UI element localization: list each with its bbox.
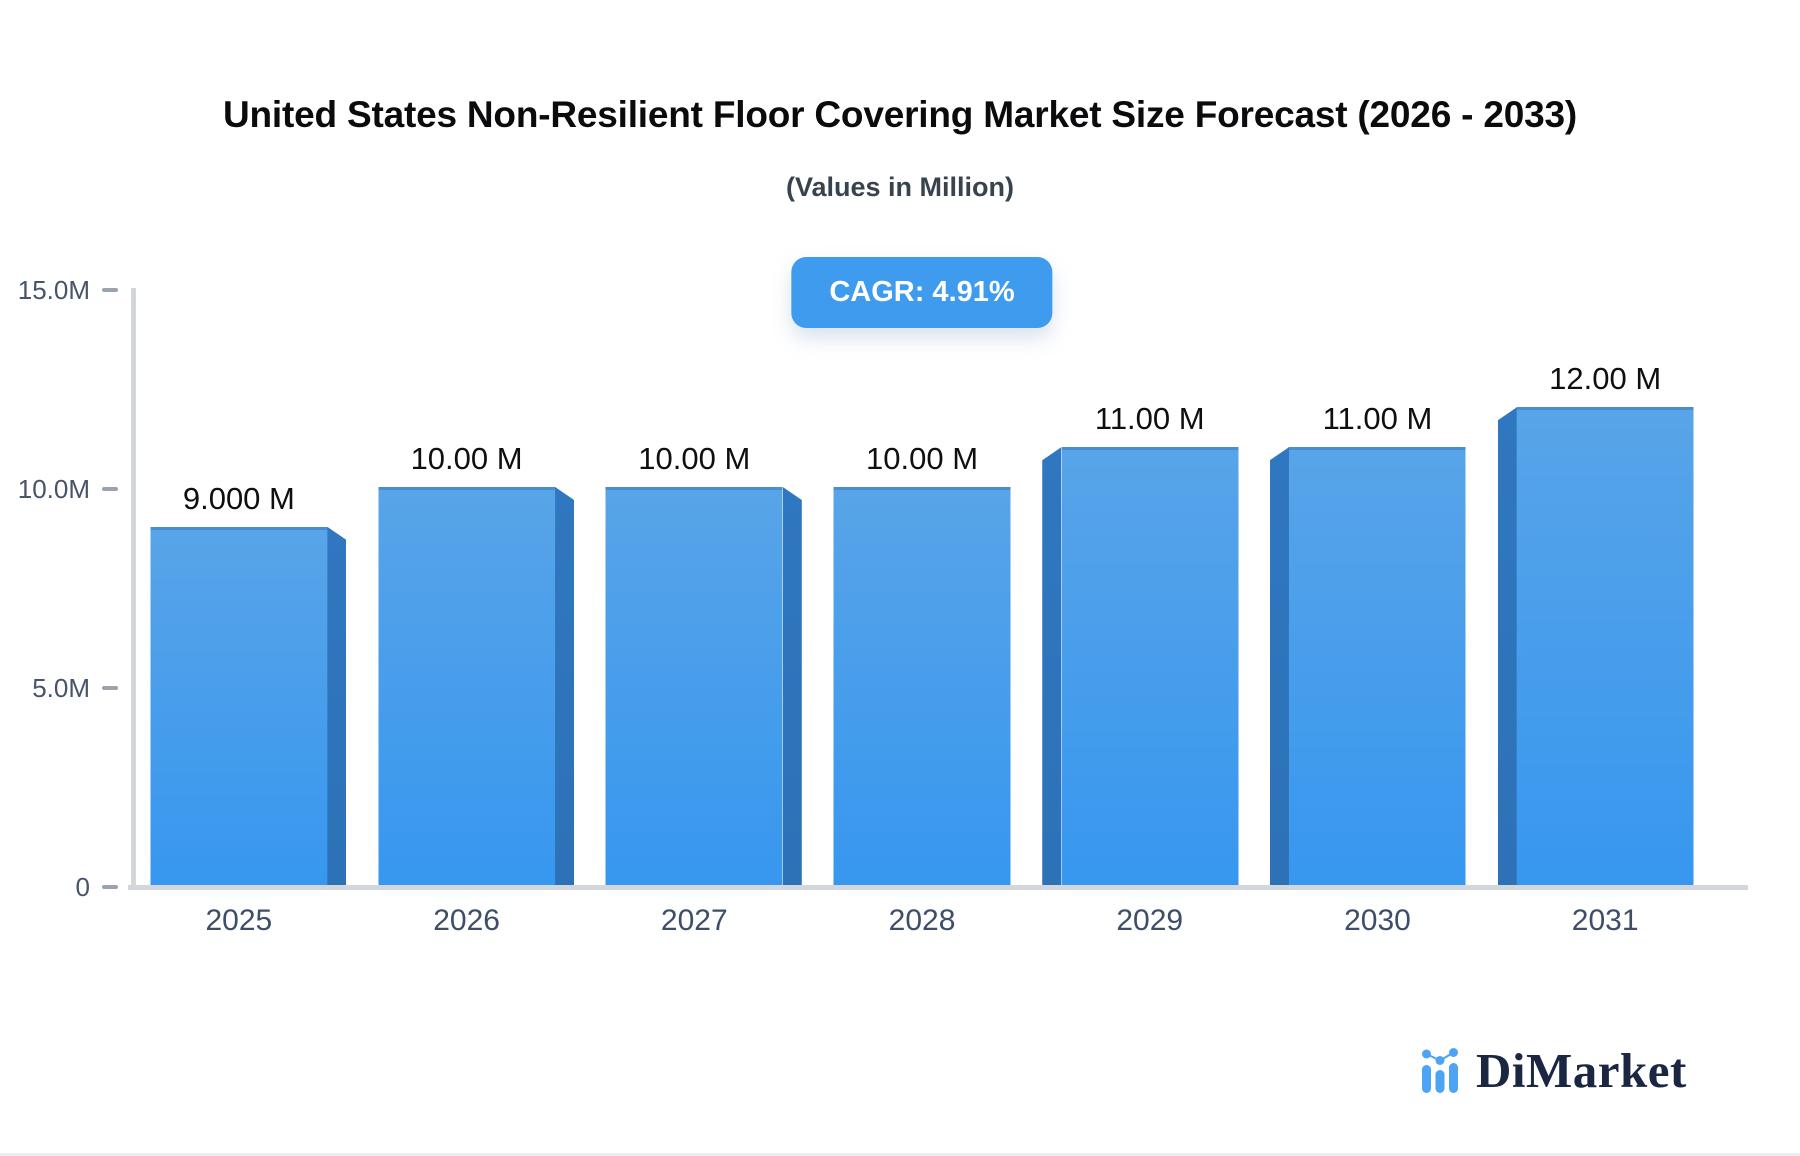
dimarket-logo-text: DiMarket [1476, 1043, 1687, 1098]
y-tick-5.0M: 5.0M [0, 673, 118, 703]
y-axis-line [131, 288, 136, 887]
bar-slot-2028: 10.00 M 2028 [808, 288, 1036, 937]
x-axis-label-2029: 2029 [1116, 904, 1184, 937]
bar-3d-side [555, 487, 575, 885]
bars-container: 9.000 M 2025 10.00 M 2026 10.00 M 2027 10.00 M… [125, 288, 1719, 937]
x-axis-label-2030: 2030 [1344, 904, 1411, 937]
y-tick-10.0M: 10.0M [0, 474, 118, 504]
x-axis-label-2026: 2026 [433, 904, 500, 937]
bar-value-label: 10.00 M [410, 441, 523, 476]
bar-2026 [378, 487, 556, 885]
bar-value-label: 11.00 M [1094, 401, 1205, 437]
chart-subtitle: (Values in Million) [785, 172, 1015, 202]
y-tick-dash-icon [102, 487, 118, 491]
bar-slot-2029: 11.00 M 2029 [1036, 288, 1264, 937]
bar-2027 [605, 487, 783, 885]
bar-value-label: 12.00 M [1549, 361, 1662, 397]
cagr-badge: CAGR: 4.91% [791, 257, 1053, 328]
bar-3d-side [1042, 447, 1062, 885]
cagr-badge-label: CAGR: 4.91% [829, 276, 1015, 308]
x-axis-label-2031: 2031 [1571, 904, 1639, 937]
y-tick-label: 5.0M [32, 672, 90, 703]
y-tick-dash-icon [102, 885, 118, 889]
y-tick-label: 0 [75, 871, 90, 902]
x-axis-label-2027: 2027 [660, 904, 728, 937]
bar-2028 [833, 487, 1011, 885]
bar-value-label: 9.000 M [182, 480, 295, 516]
bar-3d-side [327, 526, 347, 885]
bar-value-label: 11.00 M [1322, 401, 1433, 437]
bar-slot-2025: 9.000 M 2025 [125, 288, 353, 937]
bar-slot-2026: 10.00 M 2026 [353, 288, 581, 937]
bar-slot-2027: 10.00 M 2027 [580, 288, 808, 937]
bar-2029 [1061, 447, 1239, 885]
x-axis-label-2028: 2028 [888, 904, 956, 937]
x-axis-label-2025: 2025 [205, 904, 273, 937]
bar-2031 [1516, 407, 1694, 885]
mini-bar-chart-logo-icon [1422, 1048, 1458, 1093]
y-tick-dash-icon [102, 686, 118, 690]
y-tick-label: 10.0M [17, 473, 90, 504]
bar-3d-side [782, 487, 802, 885]
bar-3d-side [1269, 447, 1289, 885]
chart-title: United States Non-Resilient Floor Coveri… [223, 94, 1577, 135]
bar-value-label: 10.00 M [638, 441, 751, 476]
x-axis-line [128, 885, 1748, 890]
bar-2025 [150, 526, 328, 885]
bar-value-label: 10.00 M [866, 441, 979, 476]
bar-slot-2031: 12.00 M 2031 [1491, 288, 1719, 937]
y-tick-label: 15.0M [17, 274, 90, 305]
dimarket-logo: DiMarket [1422, 1042, 1687, 1099]
y-tick-dash-icon [102, 288, 118, 292]
bar-3d-side [1497, 407, 1517, 885]
bar-slot-2030: 11.00 M 2030 [1264, 288, 1492, 937]
y-tick-15.0M: 15.0M [0, 275, 118, 305]
y-tick-0: 0 [0, 872, 118, 902]
bar-2030 [1288, 447, 1466, 885]
